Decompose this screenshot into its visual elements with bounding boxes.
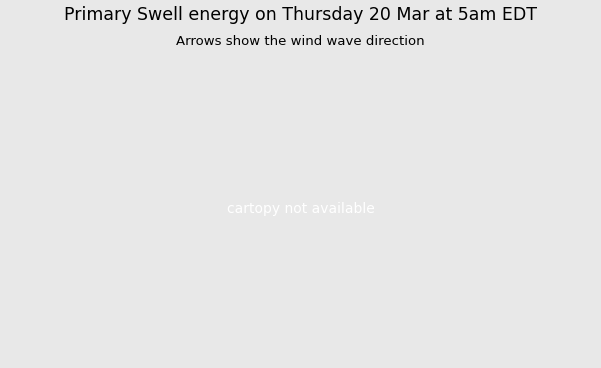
Text: Primary Swell energy on Thursday 20 Mar at 5am EDT: Primary Swell energy on Thursday 20 Mar … — [64, 6, 537, 24]
Text: Arrows show the wind wave direction: Arrows show the wind wave direction — [176, 35, 425, 48]
Text: cartopy not available: cartopy not available — [227, 202, 374, 216]
